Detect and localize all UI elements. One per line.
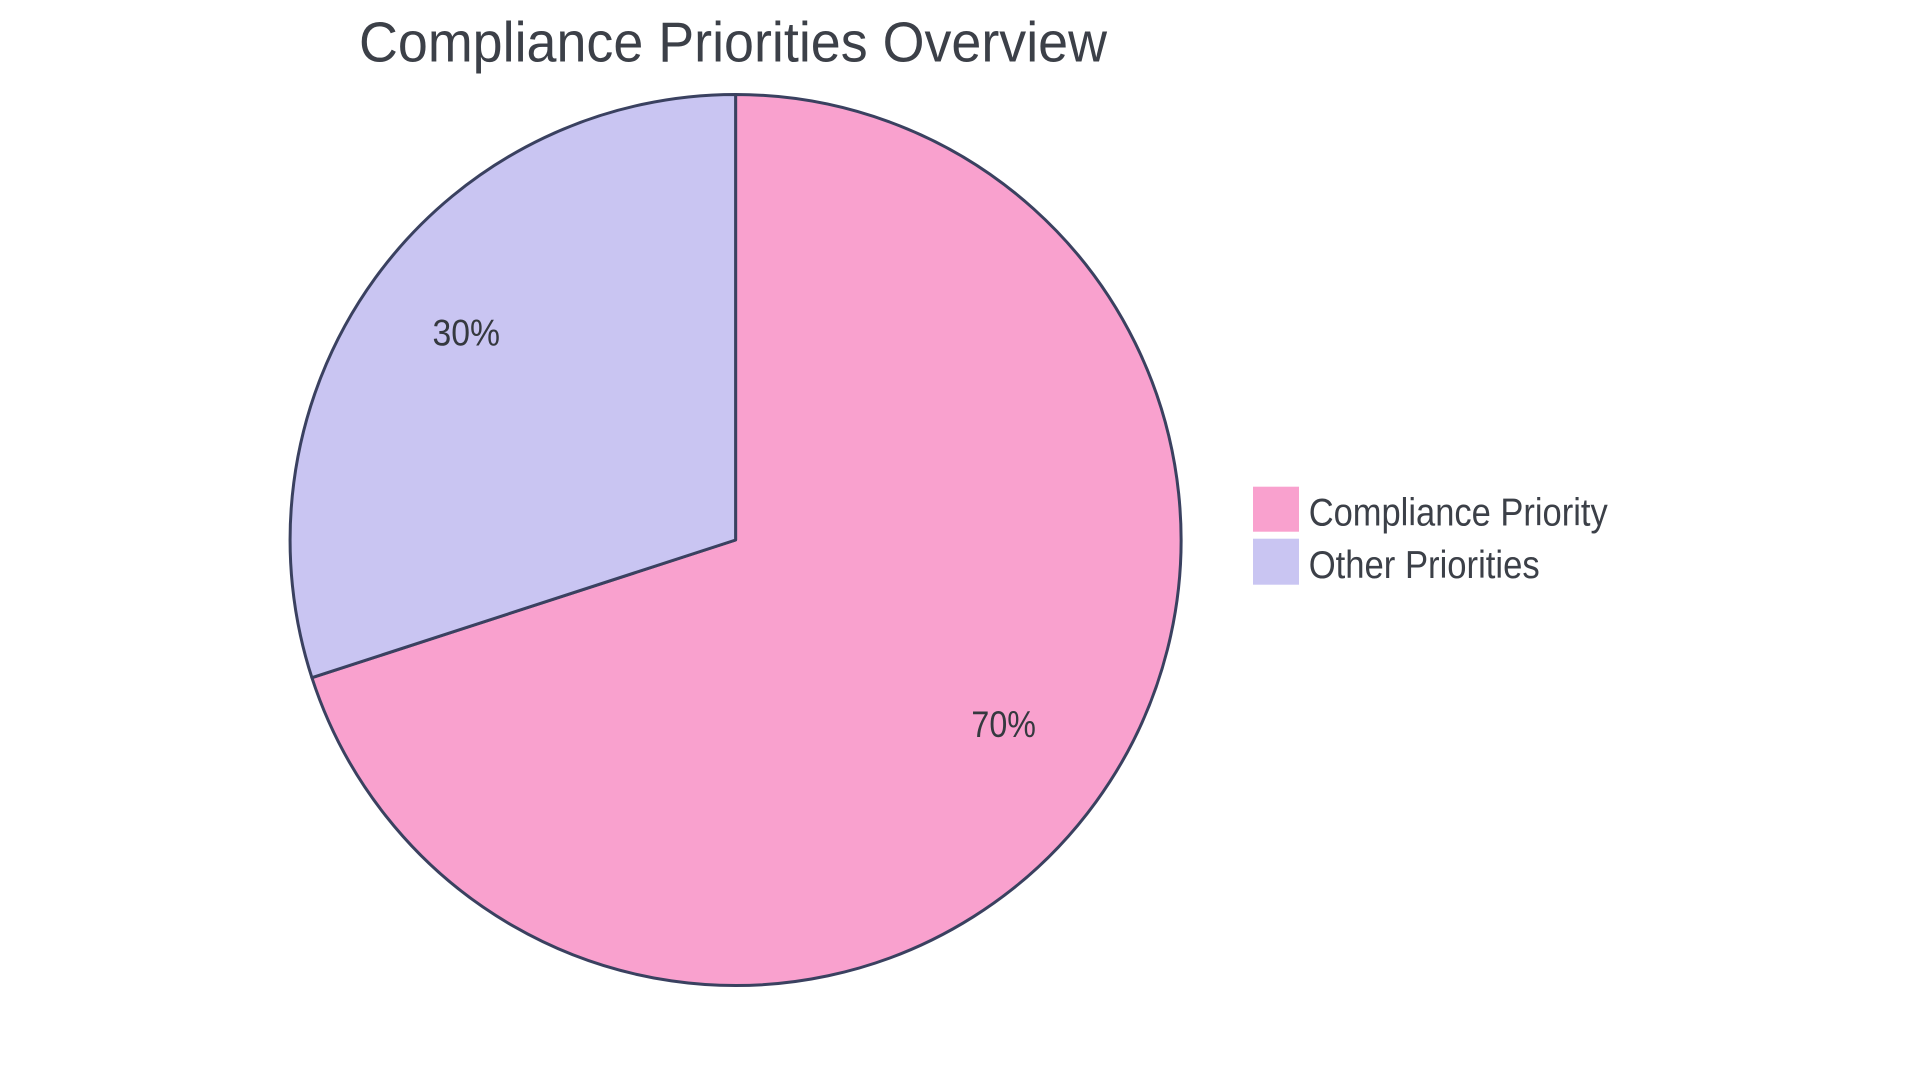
svg-text:Compliance Priority: Compliance Priority <box>1309 491 1608 534</box>
svg-text:70%: 70% <box>971 704 1036 745</box>
svg-text:Other Priorities: Other Priorities <box>1309 544 1540 587</box>
svg-text:Compliance Priorities Overview: Compliance Priorities Overview <box>359 11 1108 75</box>
svg-text:30%: 30% <box>433 313 501 354</box>
